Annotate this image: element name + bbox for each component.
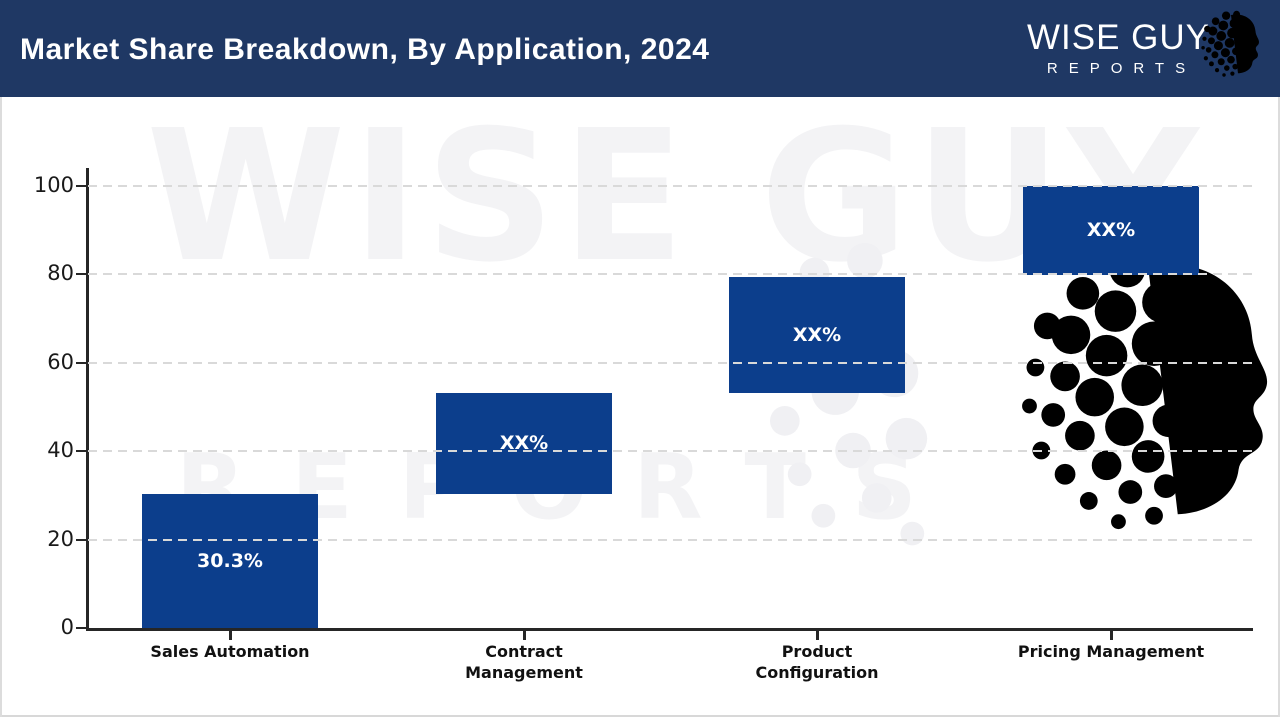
head-profile-icon (1196, 8, 1266, 89)
logo-brand-text: WISE GUY (1026, 18, 1210, 57)
y-tick-label: 60 (47, 349, 74, 374)
gridline (88, 361, 1258, 364)
y-tick-mark (76, 538, 86, 541)
bottom-border (0, 715, 1280, 717)
x-category-label: Sales Automation (90, 641, 370, 662)
x-category-label: Pricing Management (971, 641, 1251, 662)
y-tick-label: 100 (33, 173, 74, 197)
x-tick-mark (1109, 631, 1113, 640)
bar-value-label: XX% (1086, 219, 1136, 242)
y-tick-mark (76, 361, 86, 364)
y-tick-mark (76, 185, 86, 187)
logo-text: WISE GUY REPORTS (1027, 18, 1210, 77)
x-category-label-line: Sales Automation (150, 642, 310, 661)
x-category-label-line: Configuration (755, 663, 879, 682)
bar-value-label: XX% (499, 432, 549, 455)
bar-sales-automation (142, 494, 318, 628)
bar-value-label: XX% (792, 324, 842, 347)
bar-product-configuration (729, 277, 905, 393)
bar-contract-management (436, 392, 612, 495)
wiseguy-logo: WISE GUY REPORTS (982, 0, 1272, 97)
x-tick-mark (522, 631, 526, 640)
gridline (88, 273, 1258, 276)
header-bar: Market Share Breakdown, By Application, … (0, 0, 1280, 97)
x-tick-mark (815, 631, 819, 640)
x-category-label: Contract Management (384, 641, 664, 683)
y-tick-label: 40 (47, 438, 74, 463)
y-tick-label: 0 (60, 615, 74, 639)
logo-sub-text: REPORTS (1046, 60, 1197, 77)
bar-value-label: 30.3% (197, 550, 263, 573)
y-tick-mark (76, 627, 86, 629)
x-category-label-line: Contract (485, 642, 563, 661)
x-axis-line (86, 628, 1253, 631)
x-category-label-line: Pricing Management (1017, 642, 1205, 661)
left-border (0, 97, 2, 717)
bar-pricing-management (1023, 186, 1199, 275)
x-category-label-line: Product (781, 642, 853, 661)
y-tick-label: 20 (47, 526, 74, 551)
y-tick-mark (76, 273, 86, 276)
x-category-label-line: Management (465, 663, 583, 682)
gridline (88, 538, 1258, 541)
y-tick-mark (76, 450, 86, 453)
x-category-label: Product Configuration (677, 641, 957, 683)
x-tick-mark (228, 631, 232, 640)
gridline (88, 185, 1258, 187)
y-axis-line (86, 168, 89, 631)
y-tick-label: 80 (47, 261, 74, 286)
chart-title: Market Share Breakdown, By Application, … (20, 33, 710, 66)
gridline (88, 450, 1258, 453)
right-border (1278, 97, 1280, 717)
